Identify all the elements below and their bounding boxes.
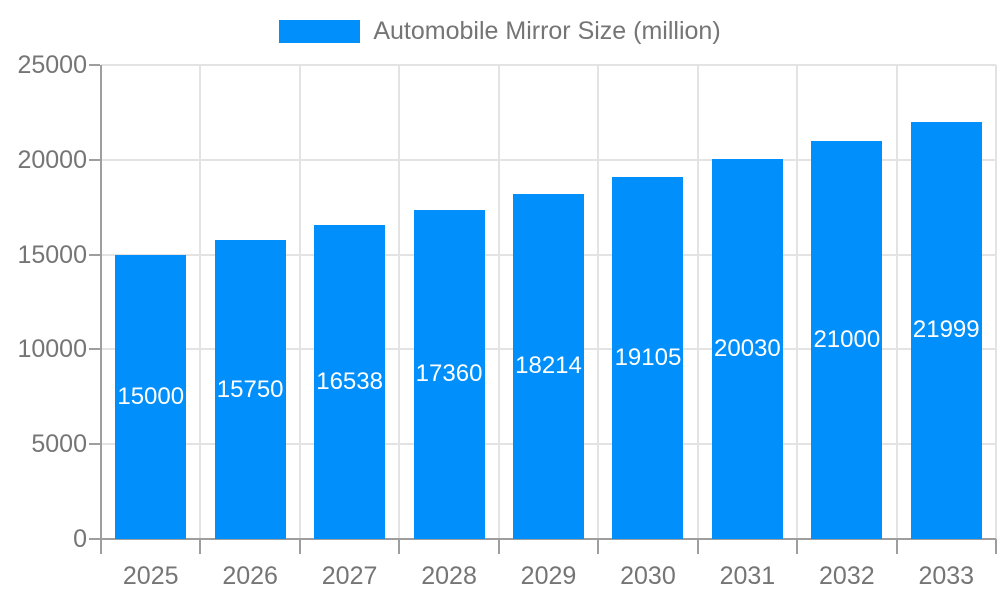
y-axis-tick-label: 10000 [17,335,87,364]
x-axis-tick [398,539,401,554]
bar [214,240,286,539]
bar [115,254,187,539]
chart-legend: Automobile Mirror Size (million) [0,17,1000,46]
x-axis-tick [995,539,997,554]
bar-value-label: 21999 [912,316,980,344]
v-gridline [398,65,401,539]
h-gridline [101,158,996,161]
y-axis-tick-label: 15000 [17,240,87,269]
y-axis-tick-label: 20000 [17,145,87,174]
bar [413,209,485,539]
x-axis-tick [100,539,102,554]
bar-value-label: 19105 [614,343,682,371]
bar-value-label: 15000 [117,382,185,410]
x-axis-tick-label: 2029 [520,562,577,590]
x-axis-tick [597,539,600,554]
x-axis-tick-label: 2030 [620,562,676,590]
y-axis-tick [89,443,100,446]
x-axis-tick-label: 2028 [421,562,477,590]
bar [314,225,386,539]
x-axis-tick [796,539,799,554]
v-gridline [895,65,898,539]
x-axis-line [101,538,996,540]
v-gridline [696,65,699,539]
bar-value-label: 16538 [316,368,383,396]
v-gridline [199,65,202,539]
x-axis-tick [696,539,699,554]
bar-value-label: 20030 [714,335,781,363]
v-gridline [796,65,799,539]
v-gridline [298,65,301,539]
bar [711,159,783,539]
x-axis-tick [497,539,500,554]
bar-value-label: 18214 [515,352,582,380]
v-gridline [597,65,600,539]
bar [513,193,584,539]
bar-value-label: 17360 [415,360,483,388]
bar [910,121,982,539]
y-axis-tick-label: 25000 [17,51,87,79]
y-axis-tick [89,64,100,66]
x-axis-tick [895,539,898,554]
legend-label: Automobile Mirror Size (million) [373,17,721,45]
y-axis-tick-label: 0 [73,525,87,553]
v-gridline [497,65,500,539]
y-axis-tick [89,538,100,540]
y-axis-line [100,65,102,541]
x-axis-tick [298,539,301,554]
y-axis-tick-label: 5000 [31,430,87,459]
legend-swatch [279,20,361,43]
x-axis-tick [199,539,202,554]
y-axis-tick [89,158,100,161]
x-axis-tick-label: 2027 [321,562,378,590]
x-axis-tick-label: 2032 [819,562,875,590]
x-axis-tick-label: 2031 [719,562,776,590]
y-axis-tick [89,253,100,256]
h-gridline [101,64,996,66]
bar [811,140,883,539]
x-axis-tick-label: 2025 [122,562,179,590]
bar-value-label: 21000 [813,325,881,353]
bar [612,176,684,539]
y-axis-tick [89,348,100,351]
x-axis-tick-label: 2026 [222,562,278,590]
v-gridline [995,65,997,539]
x-axis-tick-label: 2033 [918,562,975,590]
bar-value-label: 15750 [216,375,284,403]
legend-item[interactable]: Automobile Mirror Size (million) [279,17,721,46]
